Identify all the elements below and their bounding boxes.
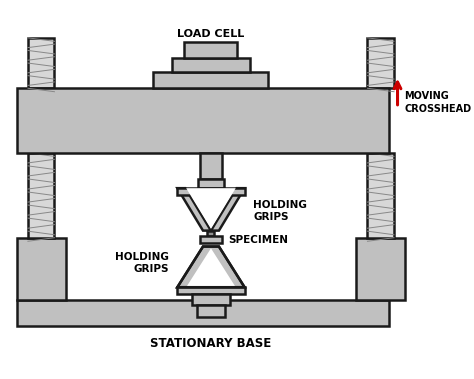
Polygon shape — [177, 188, 211, 230]
Bar — [177, 287, 245, 294]
Polygon shape — [211, 188, 245, 230]
Bar — [367, 38, 394, 88]
Bar — [356, 238, 405, 299]
Bar — [208, 230, 215, 236]
Text: STATIONARY BASE: STATIONARY BASE — [150, 337, 272, 350]
Bar — [198, 179, 224, 188]
Text: HOLDING
GRIPS: HOLDING GRIPS — [115, 252, 169, 274]
Bar — [177, 188, 245, 195]
Polygon shape — [186, 188, 236, 229]
Bar — [197, 305, 225, 317]
Bar — [18, 299, 389, 326]
Bar — [184, 42, 237, 58]
Text: SPECIMEN: SPECIMEN — [228, 235, 289, 245]
Bar — [367, 153, 394, 238]
Bar — [18, 238, 66, 299]
Polygon shape — [177, 246, 245, 287]
Bar — [18, 88, 389, 153]
Polygon shape — [186, 248, 236, 287]
Bar — [201, 153, 221, 179]
Text: MOVING
CROSSHEAD: MOVING CROSSHEAD — [405, 91, 472, 114]
Text: LOAD CELL: LOAD CELL — [177, 29, 245, 39]
Bar — [28, 38, 55, 88]
Bar — [191, 294, 230, 305]
Text: HOLDING
GRIPS: HOLDING GRIPS — [254, 200, 307, 222]
Bar — [154, 72, 268, 88]
Bar — [172, 58, 250, 72]
Bar — [28, 153, 55, 238]
Bar — [201, 236, 221, 243]
